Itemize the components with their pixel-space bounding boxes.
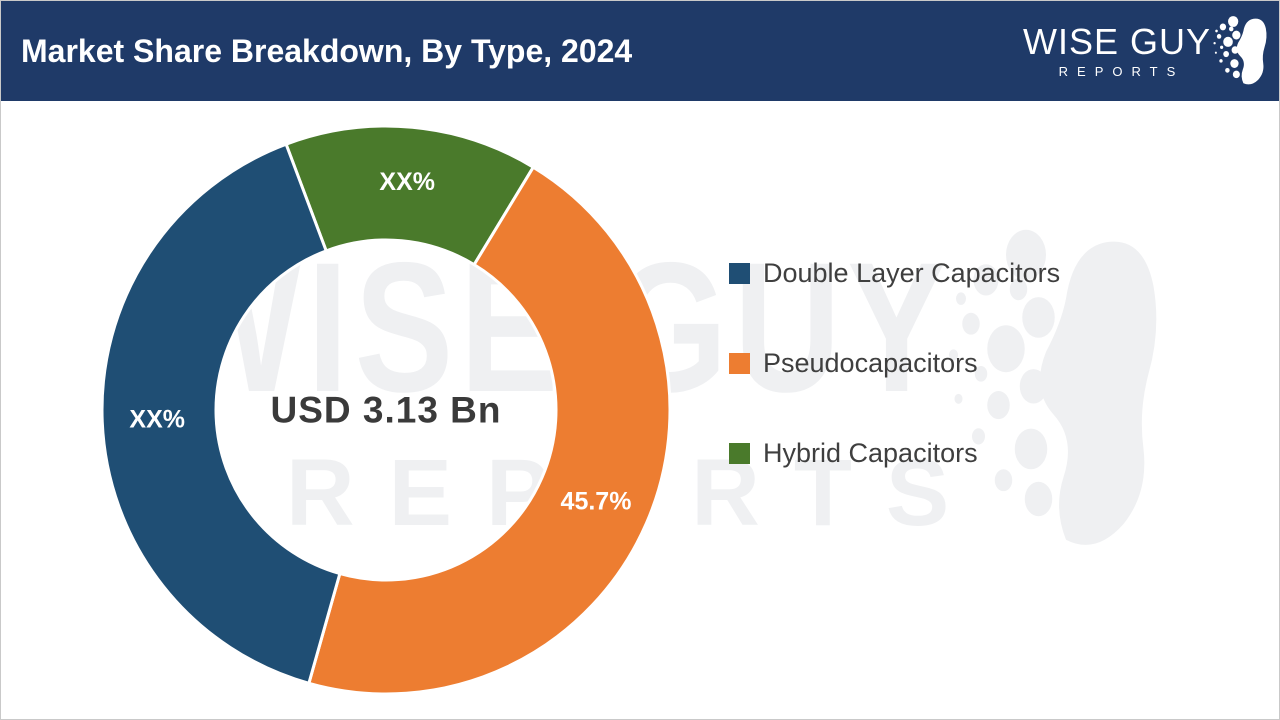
legend-label: Pseudocapacitors bbox=[763, 347, 978, 378]
donut-segment-pseudocapacitors bbox=[307, 165, 672, 696]
legend-item-pseudocapacitors: Pseudocapacitors bbox=[729, 348, 1060, 378]
donut-segment-double-layer-capacitors bbox=[100, 142, 342, 685]
legend-label: Hybrid Capacitors bbox=[763, 437, 978, 468]
logo-text: WISE GUY REPORTS bbox=[1022, 20, 1211, 79]
legend-label: Double Layer Capacitors bbox=[763, 257, 1061, 288]
legend-swatch-orange bbox=[729, 352, 750, 374]
donut-center-value: USD 3.13 Bn bbox=[270, 390, 501, 431]
header-bar: Market Share Breakdown, By Type, 2024 WI… bbox=[1, 1, 1279, 101]
page-title: Market Share Breakdown, By Type, 2024 bbox=[21, 32, 633, 69]
legend-item-double-layer-capacitors: Double Layer Capacitors bbox=[729, 258, 1060, 288]
logo-wordmark: WISE GUY bbox=[1022, 20, 1211, 62]
segment-value-label: XX% bbox=[379, 168, 435, 196]
segment-value-label: 45.7% bbox=[561, 487, 632, 515]
logo-subtitle: REPORTS bbox=[1058, 63, 1185, 79]
segment-value-label: XX% bbox=[129, 406, 185, 434]
legend: Double Layer Capacitors Pseudocapacitors… bbox=[729, 258, 1060, 468]
chart-area: WISE GUY REPORTS XX%45.7%XX%USD 3.13 Bn … bbox=[1, 101, 1279, 719]
legend-swatch-blue bbox=[729, 262, 750, 284]
legend-swatch-green bbox=[729, 442, 750, 464]
donut-chart: XX% 45.7% XX% USD 3.13 Bn bbox=[100, 124, 672, 696]
legend-item-hybrid-capacitors: Hybrid Capacitors bbox=[729, 438, 1060, 468]
wise-guy-logo: WISE GUY REPORTS bbox=[1023, 12, 1269, 90]
logo-face-icon bbox=[1213, 16, 1267, 85]
